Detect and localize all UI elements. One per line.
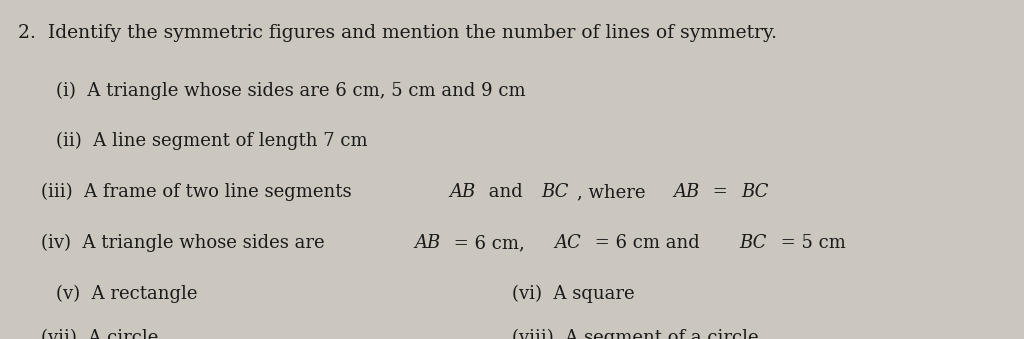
Text: (iv)  A triangle whose sides are: (iv) A triangle whose sides are xyxy=(41,234,331,252)
Text: = 6 cm and: = 6 cm and xyxy=(589,234,706,252)
Text: , where: , where xyxy=(578,183,651,201)
Text: AB: AB xyxy=(450,183,475,201)
Text: = 5 cm: = 5 cm xyxy=(775,234,846,252)
Text: 2.  Identify the symmetric figures and mention the number of lines of symmetry.: 2. Identify the symmetric figures and me… xyxy=(18,24,777,42)
Text: = 6 cm,: = 6 cm, xyxy=(449,234,530,252)
Text: (vi)  A square: (vi) A square xyxy=(512,285,635,303)
Text: and: and xyxy=(483,183,528,201)
Text: AC: AC xyxy=(555,234,582,252)
Text: (i)  A triangle whose sides are 6 cm, 5 cm and 9 cm: (i) A triangle whose sides are 6 cm, 5 c… xyxy=(56,81,526,100)
Text: (ii)  A line segment of length 7 cm: (ii) A line segment of length 7 cm xyxy=(56,132,368,151)
Text: BC: BC xyxy=(542,183,569,201)
Text: (viii)  A segment of a circle: (viii) A segment of a circle xyxy=(512,329,759,339)
Text: =: = xyxy=(707,183,733,201)
Text: BC: BC xyxy=(741,183,768,201)
Text: AB: AB xyxy=(673,183,699,201)
Text: (v)  A rectangle: (v) A rectangle xyxy=(56,285,198,303)
Text: AB: AB xyxy=(415,234,440,252)
Text: BC: BC xyxy=(739,234,767,252)
Text: (iii)  A frame of two line segments: (iii) A frame of two line segments xyxy=(41,183,357,201)
Text: (vii)  A circle: (vii) A circle xyxy=(41,329,159,339)
